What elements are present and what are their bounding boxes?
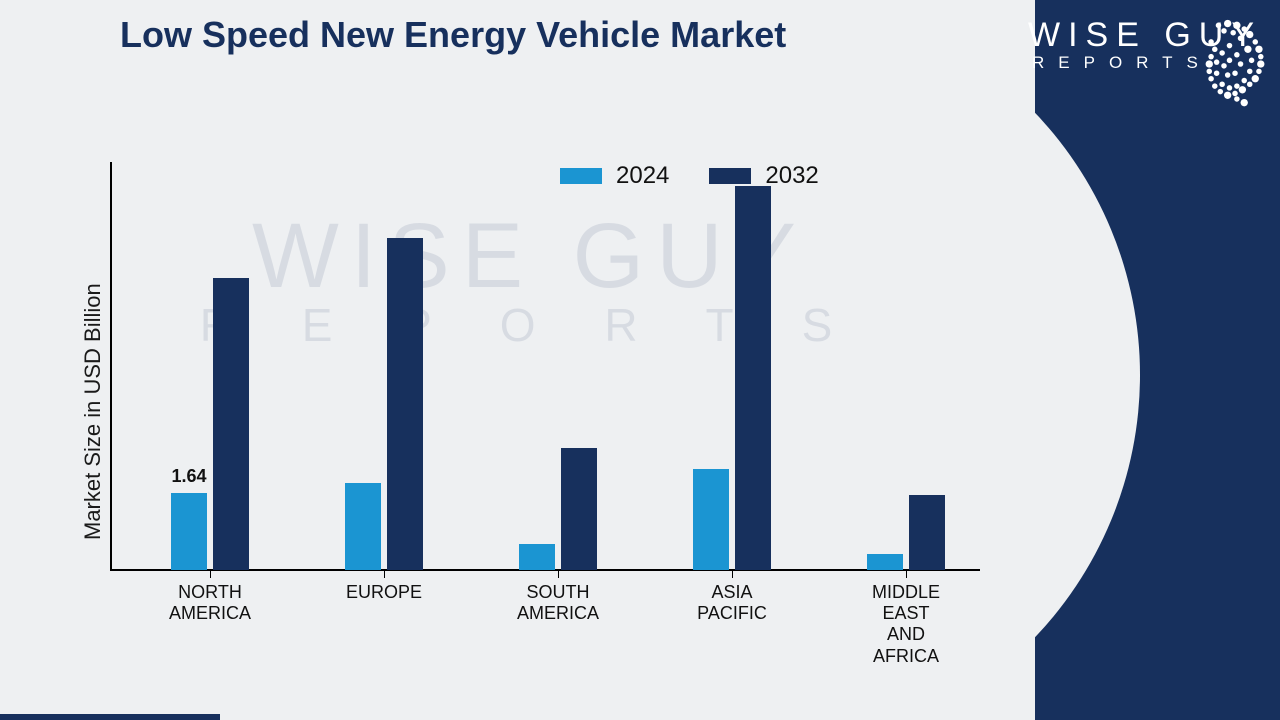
- x-tick: [558, 570, 559, 578]
- bar: [345, 483, 381, 570]
- y-axis-label: Market Size in USD Billion: [80, 283, 106, 540]
- bar: [867, 554, 903, 570]
- x-category-label: EUROPE: [304, 582, 464, 603]
- bar: [693, 469, 729, 570]
- x-category-label: SOUTH AMERICA: [478, 582, 638, 624]
- bar: [171, 493, 207, 570]
- bar-group: [826, 170, 986, 570]
- bar: [735, 186, 771, 570]
- x-category-label: NORTH AMERICA: [130, 582, 290, 624]
- bar-group: 1.64: [130, 170, 290, 570]
- bar: [387, 238, 423, 570]
- bar-value-label: 1.64: [171, 466, 206, 487]
- plot-area: 1.64NORTH AMERICAEUROPESOUTH AMERICAASIA…: [110, 170, 980, 570]
- brand-head-icon: [1182, 18, 1277, 110]
- x-tick: [210, 570, 211, 578]
- bar-group: [304, 170, 464, 570]
- x-category-label: ASIA PACIFIC: [652, 582, 812, 624]
- x-tick: [384, 570, 385, 578]
- x-tick: [906, 570, 907, 578]
- bar: [909, 495, 945, 570]
- bar: [561, 448, 597, 570]
- bar: [519, 544, 555, 570]
- bar-group: [652, 170, 812, 570]
- chart-title: Low Speed New Energy Vehicle Market: [120, 14, 786, 56]
- x-tick: [732, 570, 733, 578]
- accent-strip: [0, 714, 220, 720]
- chart-canvas: WISE GUY R E P O R T S Low Speed New Ene…: [0, 0, 1280, 720]
- y-axis-line: [110, 162, 112, 570]
- bar: [213, 278, 249, 570]
- bar-group: [478, 170, 638, 570]
- x-category-label: MIDDLE EAST AND AFRICA: [826, 582, 986, 667]
